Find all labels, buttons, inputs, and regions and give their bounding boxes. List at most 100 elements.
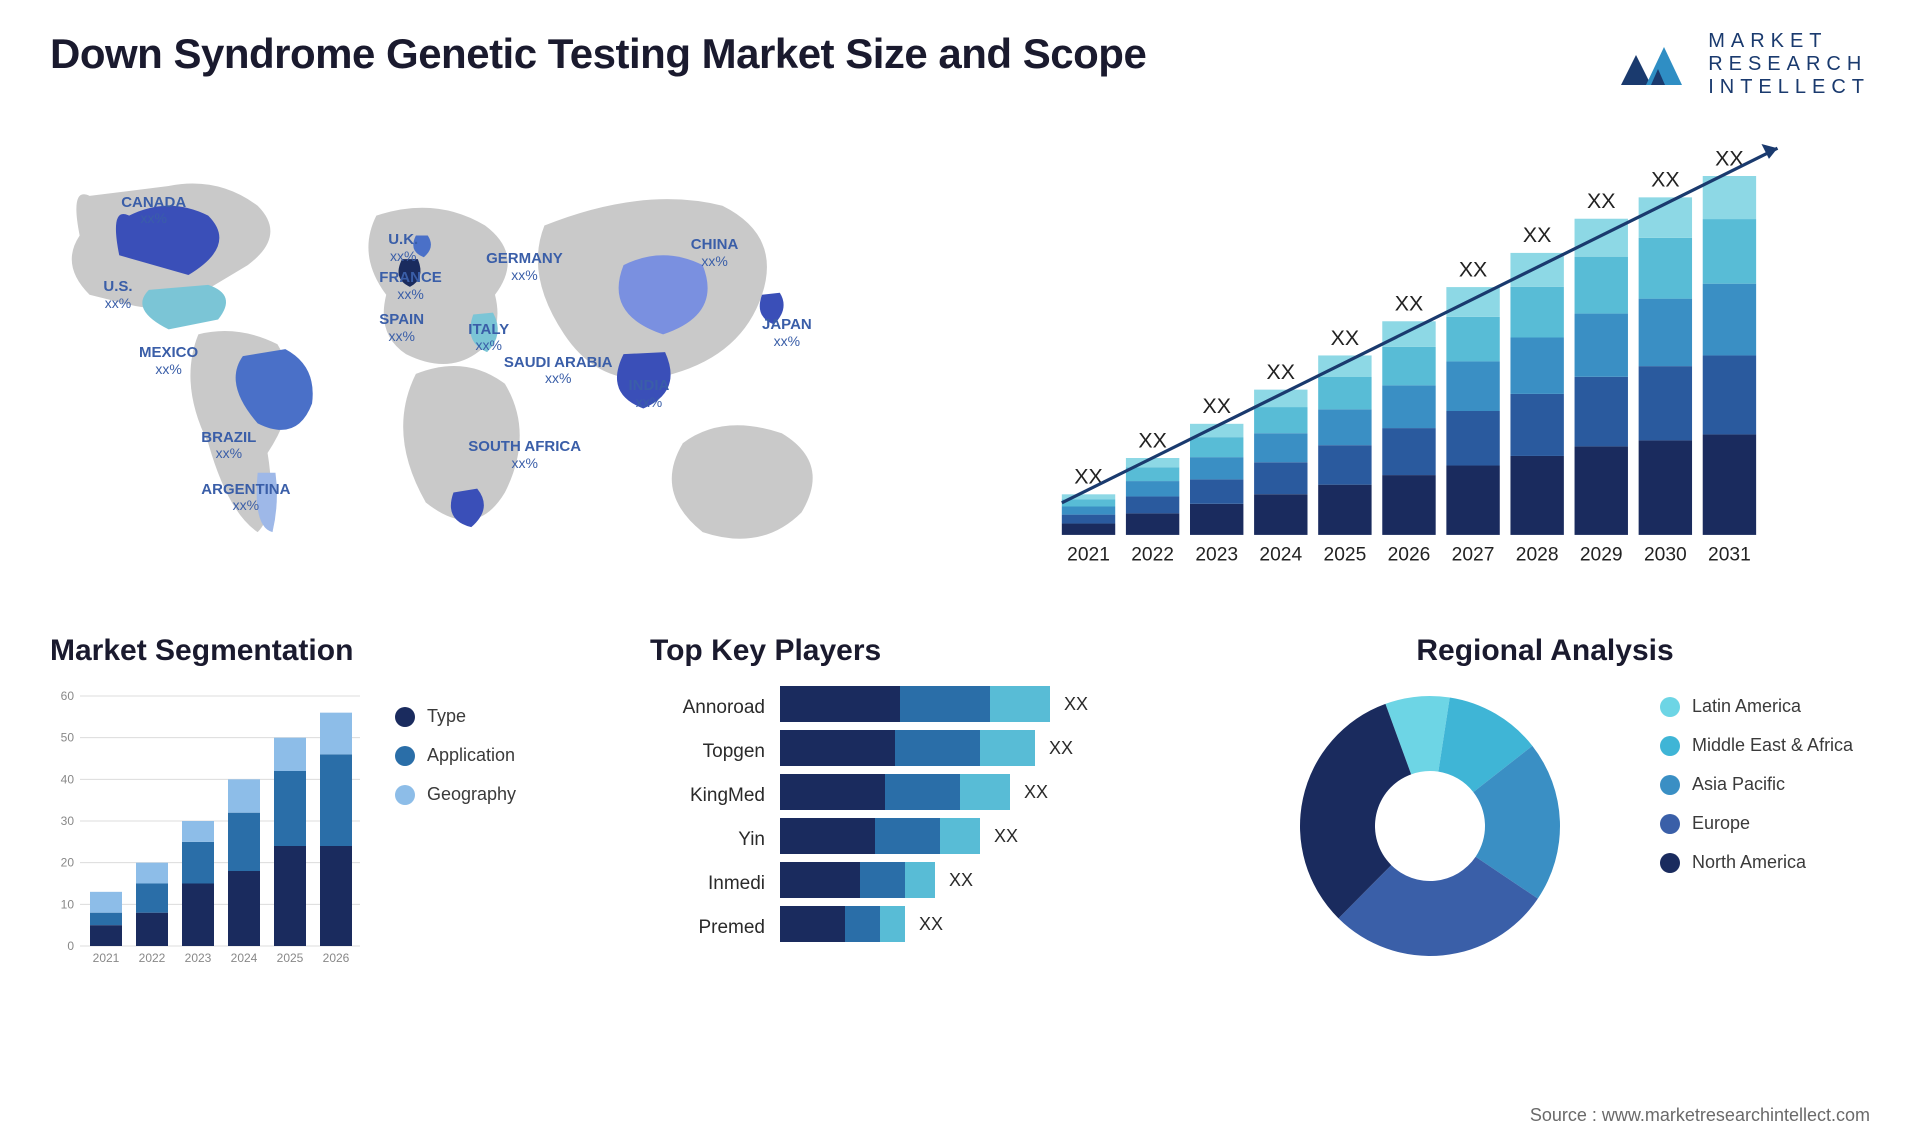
growth-chart-panel: XX2021XX2022XX2023XX2024XX2025XX2026XX20… [980,129,1870,599]
growth-bar-segment [1510,338,1563,394]
player-bar [780,906,905,942]
growth-bar-year: 2029 [1580,545,1623,566]
growth-bar-year: 2027 [1452,545,1495,566]
player-name: Topgen [650,734,765,770]
legend-dot-icon [395,785,415,805]
growth-bar-value: XX [1523,223,1552,247]
growth-bar-segment [1190,479,1243,503]
players-labels: AnnoroadTopgenKingMedYinInmediPremed [650,686,765,958]
player-bar-segment [780,730,895,766]
seg-bar-segment [274,738,306,771]
seg-xtick: 2022 [139,951,166,965]
player-bar-segment [875,818,940,854]
growth-bar-segment [1062,515,1115,524]
seg-bar-segment [274,771,306,846]
segmentation-legend: TypeApplicationGeography [395,686,550,981]
player-bar-segment [885,774,960,810]
player-name: Inmedi [650,866,765,902]
player-value: XX [1024,782,1048,803]
player-name: Annoroad [650,690,765,726]
players-hbar-chart: XXXXXXXXXXXX [780,686,1180,958]
legend-label: Latin America [1692,696,1801,717]
player-bar-segment [940,818,980,854]
player-bar-segment [845,906,880,942]
map-label: ITALYxx% [468,322,509,355]
growth-bar-segment [1510,394,1563,456]
map-label: CANADAxx% [121,195,186,228]
logo-icon [1616,35,1696,95]
players-panel: Top Key Players AnnoroadTopgenKingMedYin… [650,634,1180,994]
growth-bar-segment [1126,513,1179,535]
seg-bar-segment [320,713,352,755]
growth-bar-segment [1062,506,1115,514]
regional-panel: Regional Analysis Latin America Middle Ea… [1220,634,1870,994]
growth-bar-segment [1575,314,1628,377]
regional-donut-chart [1290,686,1570,966]
player-value: XX [994,826,1018,847]
seg-bar-segment [136,884,168,913]
growth-bar-year: 2025 [1324,545,1367,566]
growth-bar-segment [1703,284,1756,356]
segmentation-bar-chart: 0102030405060202120222023202420252026 [50,686,370,976]
legend-dot-icon [1660,814,1680,834]
growth-bar-value: XX [1202,394,1231,418]
legend-item: Type [395,706,550,727]
player-row: XX [780,686,1180,722]
growth-bar-segment [1190,437,1243,457]
map-label: GERMANYxx% [486,251,563,284]
segmentation-title: Market Segmentation [50,634,610,668]
growth-bar-segment [1639,299,1692,367]
growth-bar-segment [1446,317,1499,362]
player-row: XX [780,730,1180,766]
seg-bar-segment [182,884,214,947]
player-row: XX [780,818,1180,854]
regional-title: Regional Analysis [1220,634,1870,668]
player-name: KingMed [650,778,765,814]
legend-label: Geography [427,784,516,805]
growth-bar-value: XX [1651,168,1680,192]
legend-item: Middle East & Africa [1660,735,1870,756]
legend-item: Latin America [1660,696,1870,717]
growth-bar-value: XX [1331,326,1360,350]
growth-bar-segment [1639,440,1692,535]
player-bar [780,818,980,854]
seg-xtick: 2026 [323,951,350,965]
logo-text-line3: INTELLECT [1708,76,1870,99]
player-name: Yin [650,822,765,858]
seg-bar-segment [136,863,168,884]
seg-bar-segment [90,913,122,926]
growth-bar-year: 2030 [1644,545,1687,566]
seg-bar-segment [320,846,352,946]
seg-ytick: 30 [61,814,75,828]
growth-bar-segment [1703,219,1756,284]
growth-bar-segment [1126,481,1179,496]
growth-bar-segment [1254,494,1307,535]
growth-bar-segment [1703,355,1756,434]
player-bar-segment [780,906,845,942]
legend-label: Middle East & Africa [1692,735,1853,756]
growth-bar-segment [1639,366,1692,440]
player-bar-segment [780,774,885,810]
seg-xtick: 2025 [277,951,304,965]
growth-bar-segment [1318,485,1371,535]
seg-xtick: 2023 [185,951,212,965]
growth-bar-year: 2024 [1259,545,1302,566]
growth-bar-segment [1446,466,1499,535]
legend-dot-icon [1660,775,1680,795]
segmentation-panel: Market Segmentation 01020304050602021202… [50,634,610,994]
seg-bar-segment [182,842,214,884]
growth-bar-value: XX [1267,360,1296,384]
player-bar-segment [780,818,875,854]
seg-bar-segment [228,813,260,871]
seg-ytick: 50 [61,731,75,745]
player-row: XX [780,774,1180,810]
growth-bar-segment [1575,377,1628,447]
map-label: CHINAxx% [691,237,739,270]
player-bar [780,730,1035,766]
map-label: MEXICOxx% [139,345,198,378]
growth-bar-segment [1510,287,1563,338]
seg-xtick: 2024 [231,951,258,965]
player-bar [780,862,935,898]
player-bar-segment [860,862,905,898]
player-bar-segment [990,686,1050,722]
